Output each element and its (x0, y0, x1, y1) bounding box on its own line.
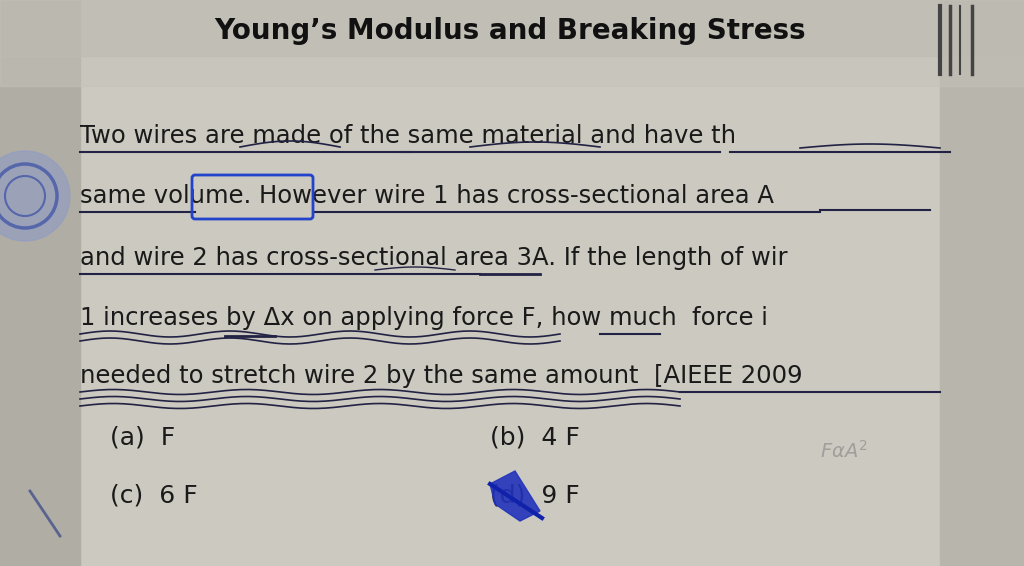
Bar (0, 0, 1024, 86)
Text: (b)  4 F: (b) 4 F (490, 426, 580, 450)
Bar (0, 0, 80, 566)
Text: same volume. However wire 1 has cross-sectional area A: same volume. However wire 1 has cross-se… (80, 184, 774, 208)
Bar (0, 0, 1024, 56)
Text: (a)  F: (a) F (110, 426, 175, 450)
Text: needed to stretch wire 2 by the same amount  [AIEEE 2009: needed to stretch wire 2 by the same amo… (80, 364, 803, 388)
Polygon shape (490, 471, 540, 521)
Text: Young’s Modulus and Breaking Stress: Young’s Modulus and Breaking Stress (214, 17, 806, 45)
Text: (d)  9 F: (d) 9 F (490, 484, 580, 508)
Text: (c)  6 F: (c) 6 F (110, 484, 198, 508)
Bar (940, 0, 1024, 566)
Text: Two wires are made of the same material and have th: Two wires are made of the same material … (80, 124, 736, 148)
Text: $F \alpha A^2$: $F \alpha A^2$ (820, 440, 868, 462)
Text: 1 increases by Δx on applying force F, how much  force i: 1 increases by Δx on applying force F, h… (80, 306, 768, 330)
Circle shape (0, 151, 70, 241)
Text: and wire 2 has cross-sectional area 3A. If the length of wir: and wire 2 has cross-sectional area 3A. … (80, 246, 787, 270)
